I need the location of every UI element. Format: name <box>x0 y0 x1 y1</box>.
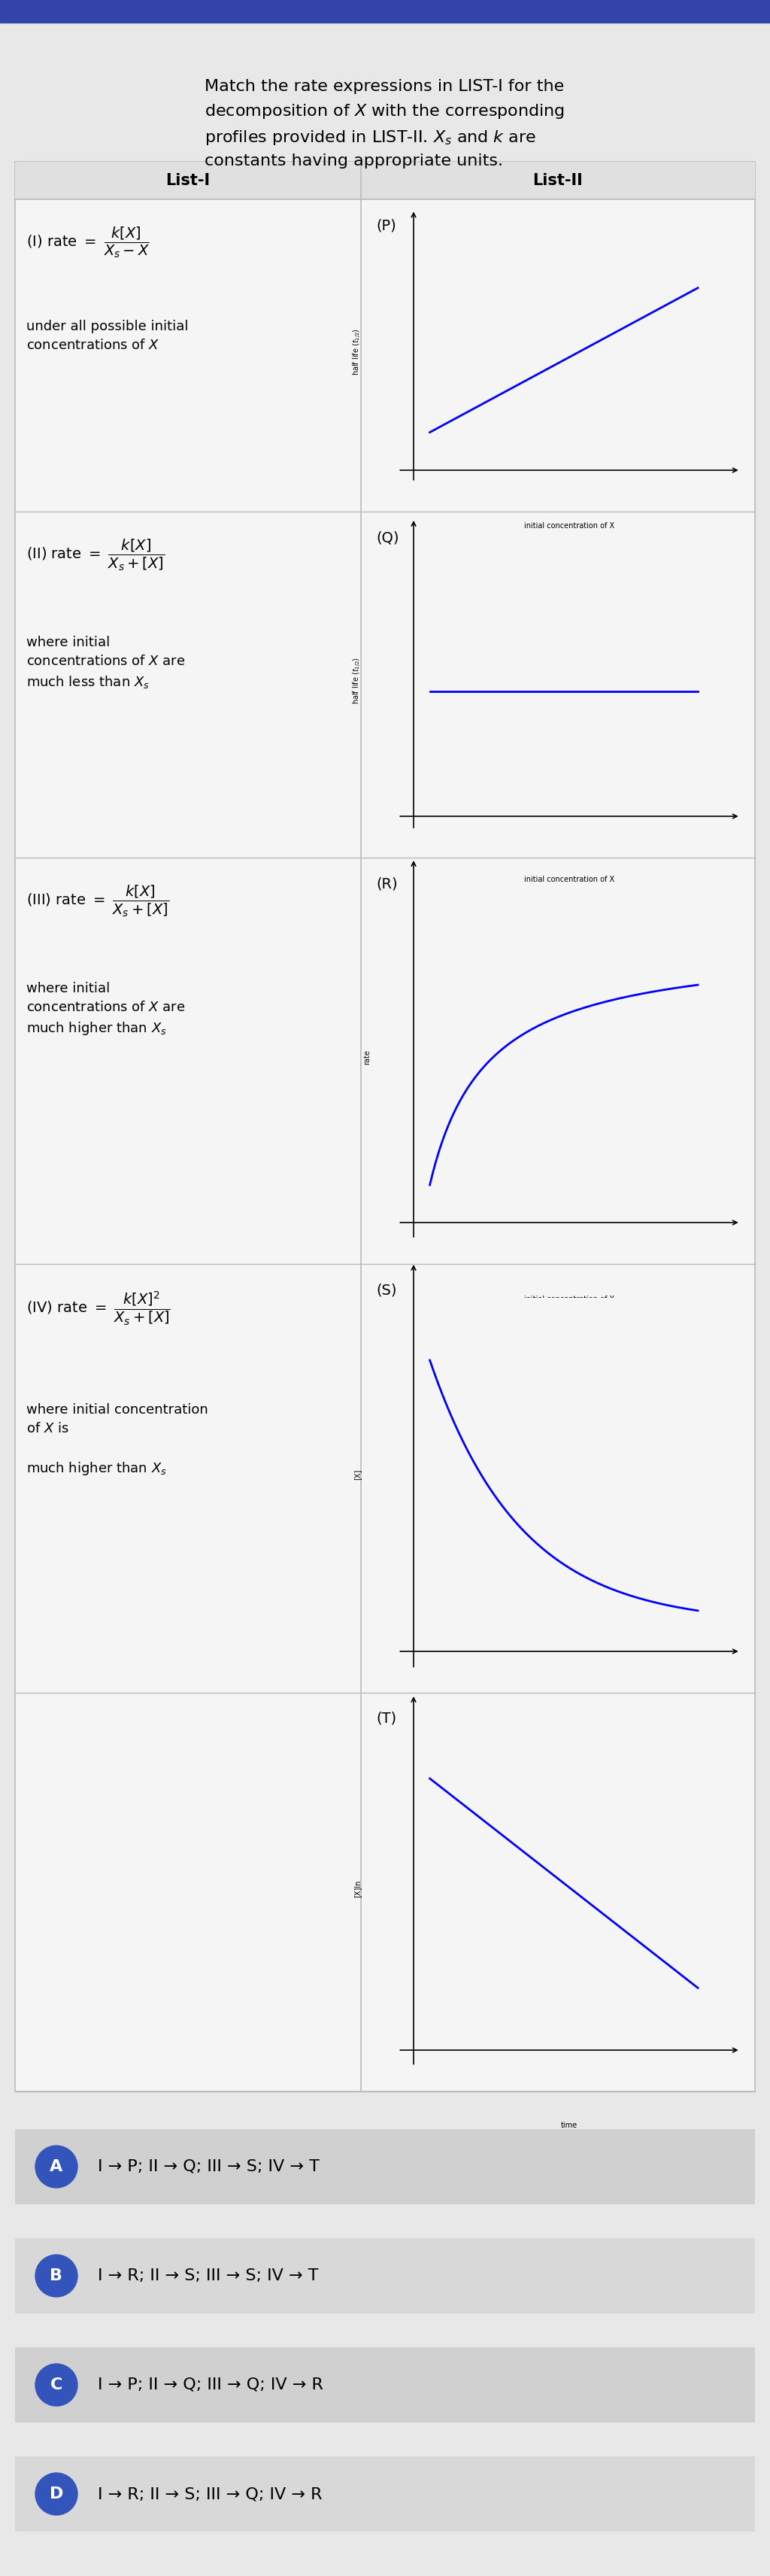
Text: List-II: List-II <box>533 173 583 188</box>
Text: (IV) rate $=$ $\dfrac{k[X]^2}{X_s + [X]}$: (IV) rate $=$ $\dfrac{k[X]^2}{X_s + [X]}… <box>26 1291 171 1327</box>
Text: initial concentration of X: initial concentration of X <box>524 523 614 531</box>
Text: C: C <box>50 2378 62 2393</box>
Text: rate: rate <box>363 1048 370 1064</box>
Text: (T): (T) <box>376 1710 397 1726</box>
Circle shape <box>35 2146 78 2187</box>
Text: (R): (R) <box>376 876 397 891</box>
Bar <box>15 162 755 2092</box>
Bar <box>15 2239 755 2313</box>
Bar <box>0 0 770 23</box>
Text: (S): (S) <box>376 1283 397 1298</box>
Text: (II) rate $=$ $\dfrac{k[X]}{X_s + [X]}$: (II) rate $=$ $\dfrac{k[X]}{X_s + [X]}$ <box>26 538 165 572</box>
Circle shape <box>35 2473 78 2514</box>
Text: where initial
concentrations of $X$ are
much less than $X_s$: where initial concentrations of $X$ are … <box>26 636 186 690</box>
Text: I → P; II → Q; III → Q; IV → R: I → P; II → Q; III → Q; IV → R <box>98 2378 323 2393</box>
Text: List-I: List-I <box>166 173 210 188</box>
Text: B: B <box>50 2269 63 2282</box>
Text: (P): (P) <box>376 219 396 232</box>
Text: I → P; II → Q; III → S; IV → T: I → P; II → Q; III → S; IV → T <box>98 2159 320 2174</box>
Text: A: A <box>50 2159 63 2174</box>
Text: initial concentration of X: initial concentration of X <box>524 876 614 884</box>
Bar <box>15 162 755 198</box>
Bar <box>15 2458 755 2532</box>
Text: where initial concentration
of $X$ is

much higher than $X_s$: where initial concentration of $X$ is mu… <box>26 1404 208 1476</box>
Text: time: time <box>561 2120 578 2128</box>
Text: (Q): (Q) <box>376 531 399 544</box>
Text: (I) rate $=$ $\dfrac{k[X]}{X_s - X}$: (I) rate $=$ $\dfrac{k[X]}{X_s - X}$ <box>26 227 149 260</box>
Text: I → R; II → S; III → S; IV → T: I → R; II → S; III → S; IV → T <box>98 2269 319 2282</box>
Bar <box>15 2130 755 2205</box>
Bar <box>15 2347 755 2421</box>
Text: [X]: [X] <box>353 1468 361 1481</box>
Text: D: D <box>49 2486 63 2501</box>
Text: half life ($t_{1/2}$): half life ($t_{1/2}$) <box>352 327 363 376</box>
Text: [X]ln: [X]ln <box>353 1880 361 1896</box>
Text: under all possible initial
concentrations of $X$: under all possible initial concentration… <box>26 319 189 353</box>
Circle shape <box>35 2365 78 2406</box>
Text: initial concentration of X: initial concentration of X <box>524 1296 614 1303</box>
Text: Match the rate expressions in LIST-I for the
decomposition of $\mathit{X}$ with : Match the rate expressions in LIST-I for… <box>205 80 565 167</box>
Text: time: time <box>561 1728 578 1736</box>
Text: (III) rate $=$ $\dfrac{k[X]}{X_s + [X]}$: (III) rate $=$ $\dfrac{k[X]}{X_s + [X]}$ <box>26 884 169 920</box>
Text: I → R; II → S; III → Q; IV → R: I → R; II → S; III → Q; IV → R <box>98 2486 322 2501</box>
Text: half life ($t_{1/2}$): half life ($t_{1/2}$) <box>352 657 363 703</box>
Text: where initial
concentrations of $X$ are
much higher than $X_s$: where initial concentrations of $X$ are … <box>26 981 186 1036</box>
Circle shape <box>35 2254 78 2298</box>
